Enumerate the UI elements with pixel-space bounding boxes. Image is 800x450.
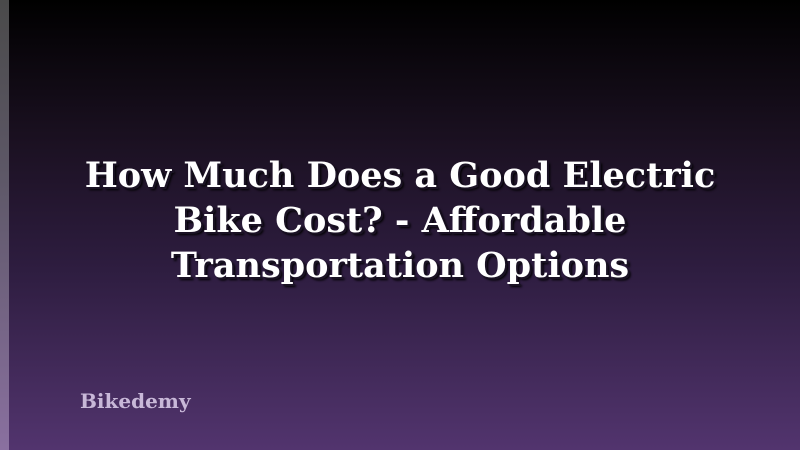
brand-logo-text: Bikedemy [80,389,191,413]
side-accent-strip [0,0,9,450]
page-title: How Much Does a Good Electric Bike Cost?… [84,155,716,286]
